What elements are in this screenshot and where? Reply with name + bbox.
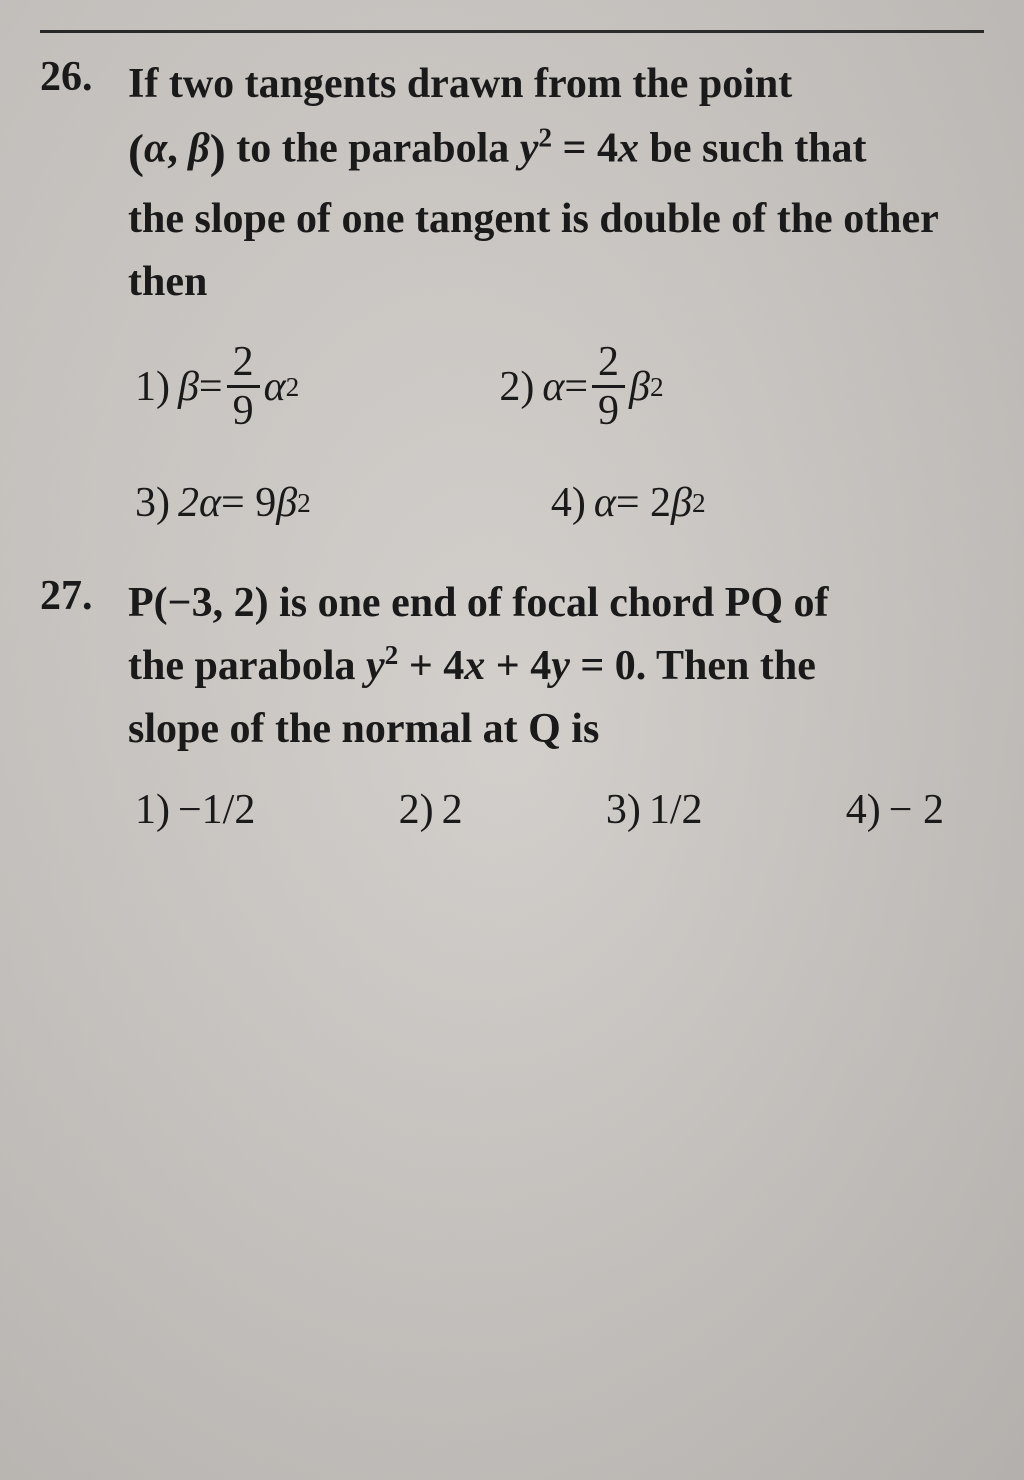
q27-option-3: 3) 1/2	[606, 786, 703, 834]
question-number-27: 27.	[40, 572, 110, 620]
q26-opt2-fracden: 9	[592, 388, 625, 434]
q26-opt1-frac: 2 9	[227, 339, 260, 434]
q27-pre: the parabola	[128, 643, 366, 689]
q26-besuch: be such that	[639, 126, 867, 172]
q26-opt2-rhs: β	[629, 363, 650, 411]
q26-opt3-rhs: β	[276, 479, 297, 527]
q26-mid: to the parabola	[226, 126, 520, 172]
q26-comma: ,	[167, 126, 188, 172]
q26-beta: β	[188, 126, 210, 172]
q27-p4y: + 4	[485, 643, 551, 689]
q26-opt1-eq: =	[199, 363, 223, 411]
question-number-26: 26.	[40, 53, 110, 101]
q27-opt1-num: 1)	[135, 786, 170, 834]
q26-opt1-lhs: β	[178, 363, 199, 411]
q26-opt1-fracden: 9	[227, 388, 260, 434]
q27-opt3-val: 1/2	[649, 786, 703, 834]
q26-opt4-lhs: α	[594, 479, 616, 527]
q26-opt2-frac: 2 9	[592, 339, 625, 434]
q26-options-row2: 3) 2α = 9 β2 4) α = 2 β2	[135, 479, 984, 527]
q26-opt2-lhs: α	[542, 363, 564, 411]
q27-y2: y	[551, 643, 570, 689]
q27-eq0: = 0	[570, 643, 636, 689]
q26-opt3-eq: = 9	[221, 479, 276, 527]
q26-options-row1: 1) β = 2 9 α2 2) α = 2 9 β2	[135, 339, 984, 434]
q27-p4x: + 4	[398, 643, 464, 689]
q27-x: x	[464, 643, 485, 689]
q26-eq4: = 4	[552, 126, 618, 172]
q26-x: x	[618, 126, 639, 172]
q26-line1: If two tangents drawn from the point	[128, 61, 792, 107]
question-27-header: 27. P(−3, 2) is one end of focal chord P…	[40, 572, 984, 761]
q27-option-1: 1) −1/2	[135, 786, 255, 834]
q27-y: y	[366, 643, 385, 689]
q26-opt1-num: 1)	[135, 363, 170, 411]
question-26: 26. If two tangents drawn from the point…	[40, 53, 984, 527]
q26-option-1: 1) β = 2 9 α2	[135, 339, 299, 434]
q26-option-2: 2) α = 2 9 β2	[499, 339, 663, 434]
q26-opt2-fracnum: 2	[592, 339, 625, 388]
question-26-header: 26. If two tangents drawn from the point…	[40, 53, 984, 314]
q27-option-4: 4) − 2	[846, 786, 944, 834]
q27-opt3-num: 3)	[606, 786, 641, 834]
q26-opt3-lhs: 2α	[178, 479, 221, 527]
q26-rparen: )	[210, 125, 226, 178]
top-border-line	[40, 30, 984, 33]
q27-opt4-val: − 2	[889, 786, 944, 834]
q27-opt4-num: 4)	[846, 786, 881, 834]
q26-alpha: α	[144, 126, 167, 172]
question-27-text: P(−3, 2) is one end of focal chord PQ of…	[128, 572, 984, 761]
q26-opt4-num: 4)	[551, 479, 586, 527]
q27-ysup: 2	[385, 640, 399, 670]
q26-ysup: 2	[538, 123, 552, 153]
q26-opt3-num: 3)	[135, 479, 170, 527]
q27-thenthe: . Then the	[636, 643, 816, 689]
q27-opt2-num: 2)	[399, 786, 434, 834]
q26-option-4: 4) α = 2 β2	[551, 479, 706, 527]
q26-opt2-num: 2)	[499, 363, 534, 411]
q26-opt1-fracnum: 2	[227, 339, 260, 388]
q27-line1: P(−3, 2) is one end of focal chord PQ of	[128, 580, 829, 626]
question-26-text: If two tangents drawn from the point (α,…	[128, 53, 984, 314]
q27-line3: slope of the normal at Q is	[128, 706, 599, 752]
q27-option-2: 2) 2	[399, 786, 463, 834]
q26-opt4-rhs: β	[671, 479, 692, 527]
q27-opt1-val: −1/2	[178, 786, 255, 834]
q27-opt2-val: 2	[442, 786, 463, 834]
q26-opt1-rhs: α	[264, 363, 286, 411]
q26-line3: the slope of one tangent is double of th…	[128, 196, 938, 305]
q27-options-row: 1) −1/2 2) 2 3) 1/2 4) − 2	[135, 786, 984, 834]
question-27: 27. P(−3, 2) is one end of focal chord P…	[40, 572, 984, 834]
q26-option-3: 3) 2α = 9 β2	[135, 479, 311, 527]
q26-lparen: (	[128, 125, 144, 178]
q26-opt2-eq: =	[564, 363, 588, 411]
q26-opt4-eq: = 2	[616, 479, 671, 527]
q26-y: y	[520, 126, 539, 172]
